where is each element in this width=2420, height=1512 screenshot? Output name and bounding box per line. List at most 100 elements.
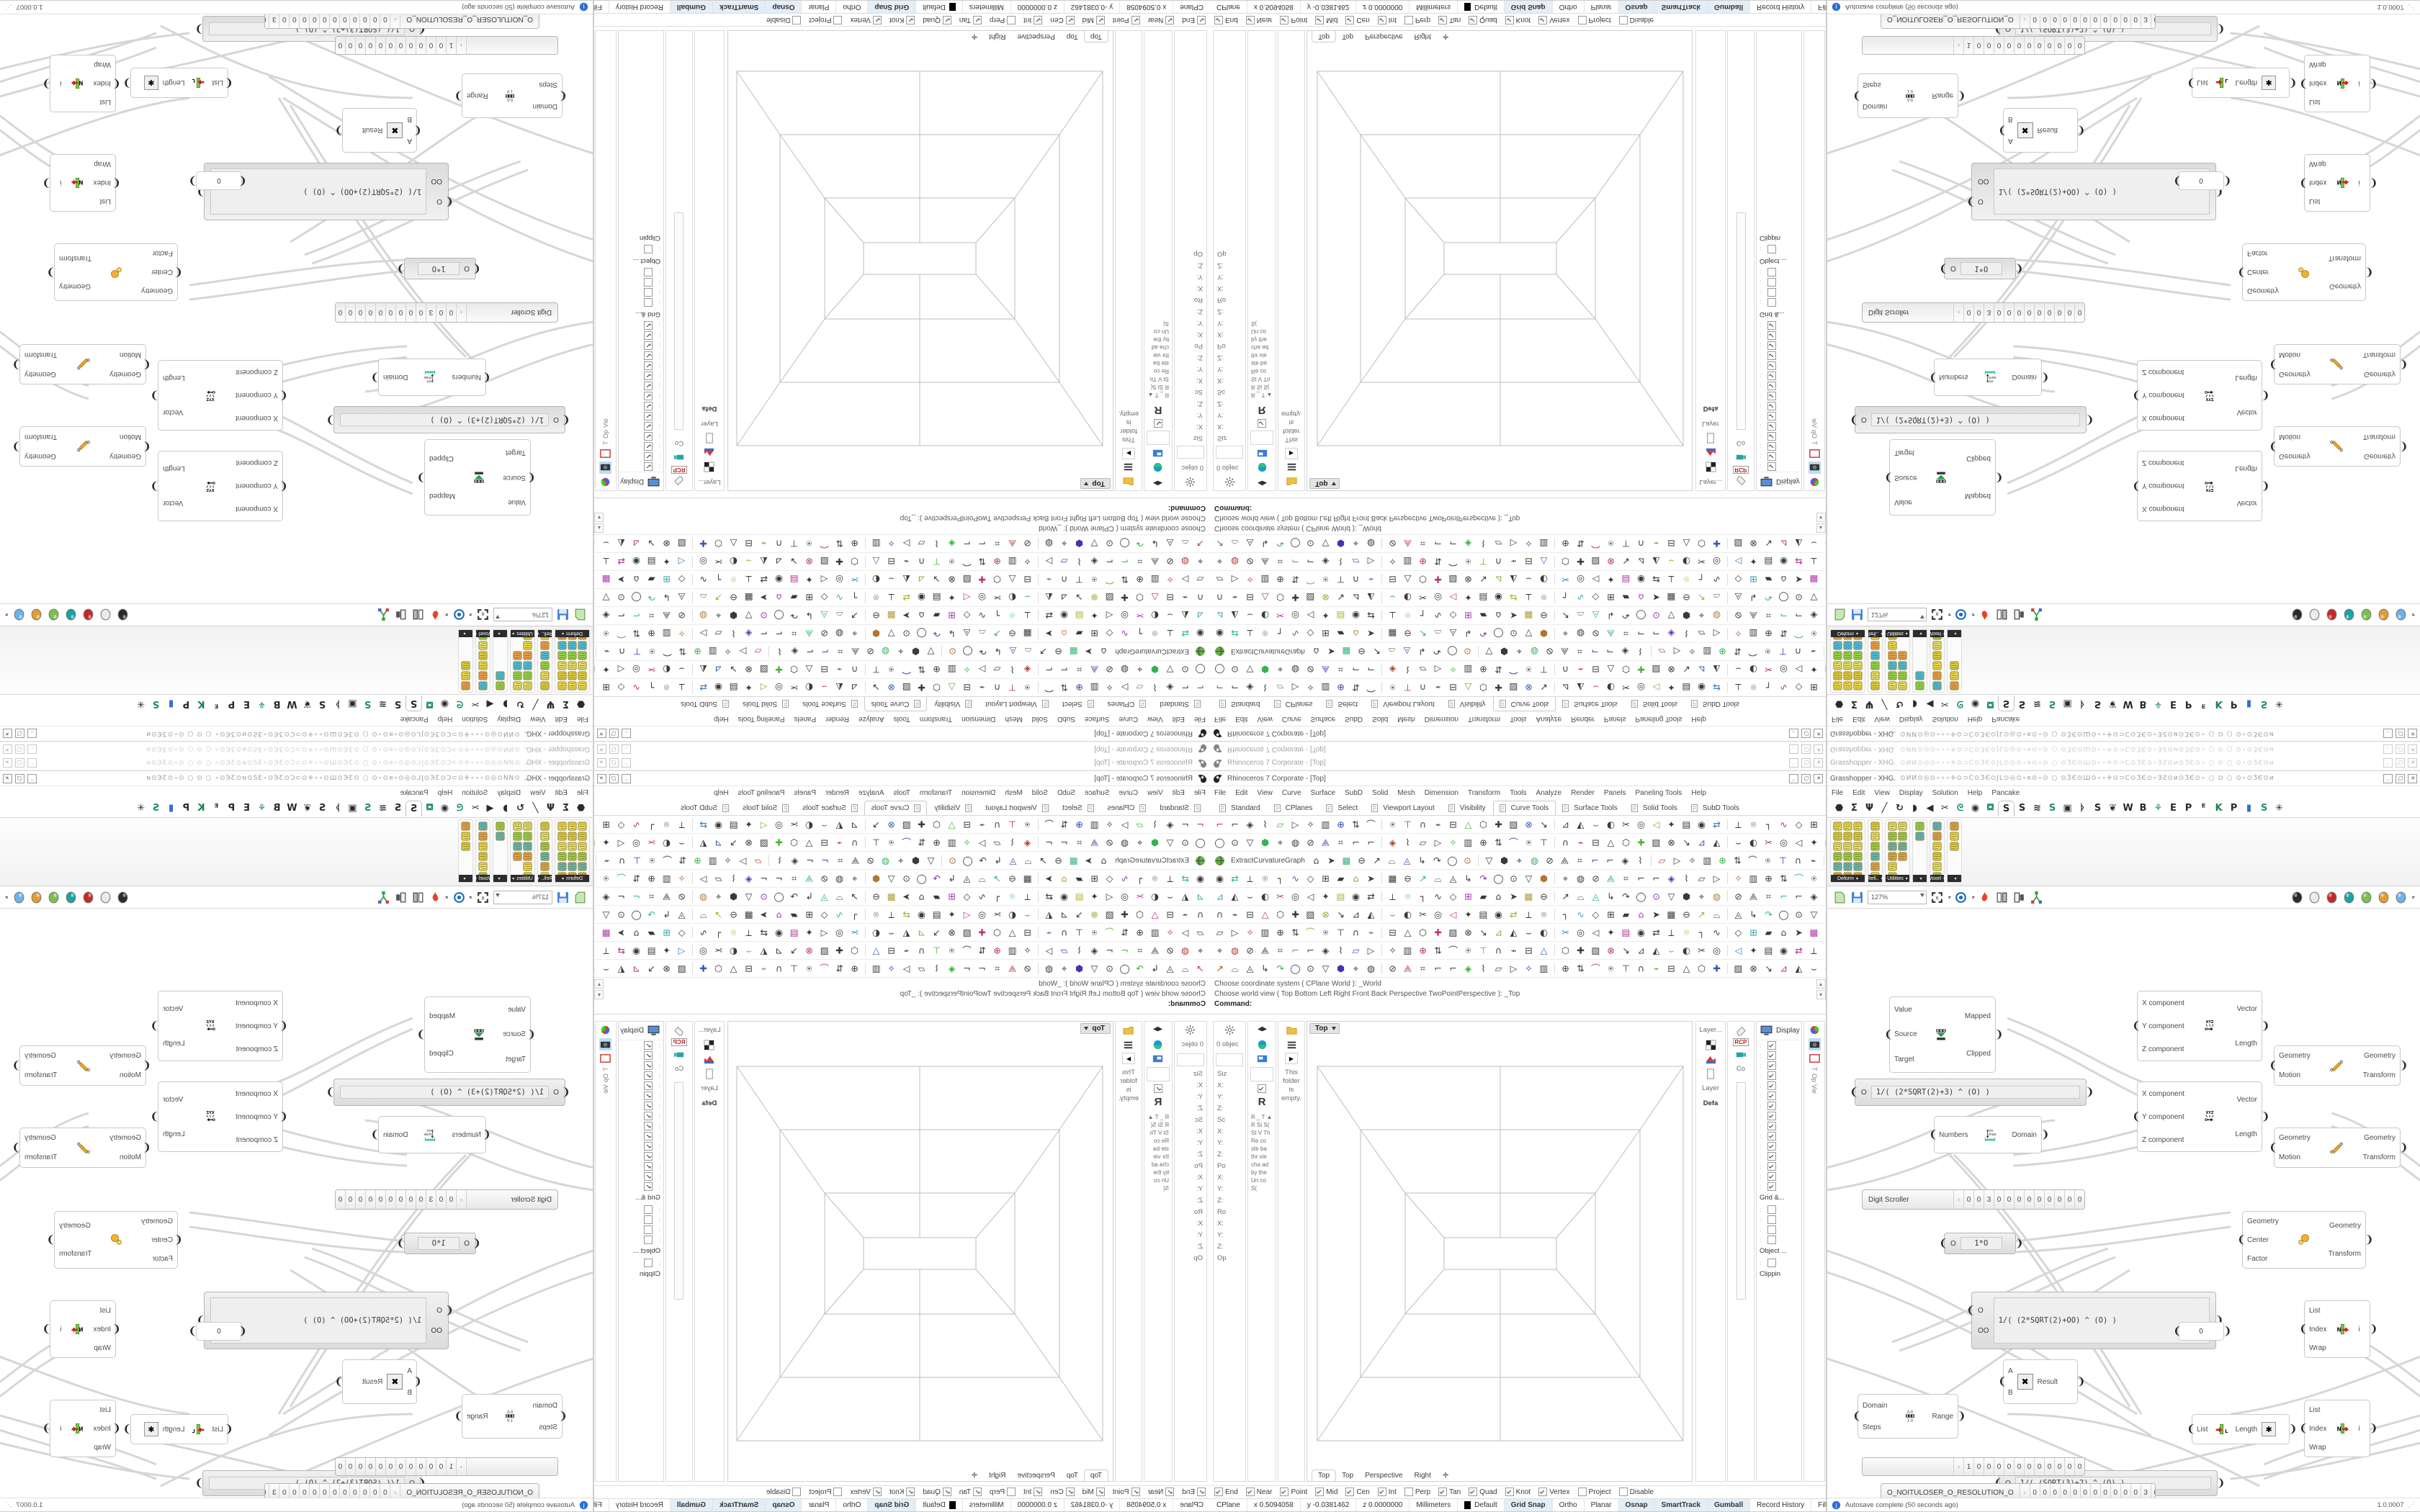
property-field-z[interactable]: Z: — [1217, 307, 1224, 315]
toolbar-icon[interactable]: ✚ — [1118, 908, 1131, 922]
toolbar-icon[interactable]: ✧ — [1103, 681, 1116, 695]
preview-icon[interactable] — [1954, 608, 1968, 622]
osnap-near[interactable]: Near — [1245, 1488, 1272, 1496]
scroller-digit-8[interactable]: 0 — [2099, 14, 2110, 28]
palette-group-label[interactable]: Deform ▾ — [555, 875, 589, 882]
camera-tool-icon[interactable] — [1735, 451, 1747, 464]
toolbar-icon[interactable]: ⊤ — [1334, 926, 1348, 940]
gh-node-vector-xyz-1[interactable]: X component Y component Z component XYZ … — [2132, 991, 2270, 1061]
gh-node-resolution-scroller[interactable]: O_NOITULOSER_O_RESOLUTION_O +0 0 0 0 0 0 0 0 0 0 0… — [1881, 14, 2156, 29]
move2-output-transform[interactable]: Transform — [24, 1153, 58, 1161]
gh-tab-25[interactable]: K — [2215, 803, 2223, 814]
toolbar-icon[interactable]: ⌐ — [772, 627, 786, 641]
gh-tab-11[interactable]: S — [405, 696, 422, 712]
osnap-mid[interactable]: Mid — [1083, 1488, 1105, 1496]
rhino-menu-item-subd[interactable]: SubD — [1057, 788, 1075, 797]
palette-component-icon[interactable] — [1915, 822, 1924, 831]
toolbar-icon[interactable]: ↘ — [1680, 836, 1693, 850]
palette-component-icon[interactable] — [523, 862, 532, 871]
toolbar-icon[interactable]: ↳ — [991, 645, 1005, 659]
toolbar-icon[interactable]: ▷ — [1710, 627, 1724, 641]
osnap-mid[interactable]: Mid — [1083, 16, 1105, 24]
chevron-down-icon[interactable]: ▾ — [1905, 876, 1908, 881]
toolbar-icon[interactable]: ✚ — [1431, 573, 1445, 587]
rhino-menu-item-file[interactable]: File — [1193, 788, 1206, 797]
rhino-tab-surface-tools[interactable]: Surface Tools — [795, 697, 864, 711]
gh-node-move-1[interactable]: Geometry Motion Geometry Transform ❨ ❩ — [12, 1045, 151, 1086]
toolbar-icon[interactable]: ✂ — [1762, 663, 1775, 677]
status-toggle-record-history[interactable]: Record History — [608, 1, 670, 13]
toolbar-icon[interactable]: ⍟ — [645, 645, 659, 659]
chevron-down-icon[interactable]: ▾ — [1855, 631, 1858, 636]
toolbar-icon[interactable]: ⊙ — [946, 854, 959, 868]
osnap-project[interactable]: Project — [809, 1488, 843, 1496]
gh-tab-28[interactable]: S — [152, 803, 160, 814]
toolbar-icon[interactable]: ◯ — [915, 872, 928, 886]
toolbar-icon[interactable]: ⌁ — [757, 962, 771, 976]
close-icon[interactable]: ✕ — [2408, 773, 2417, 783]
palette-component-icon[interactable] — [1833, 822, 1842, 831]
output-grip-icon[interactable]: ❩ — [46, 266, 55, 279]
output-grip-icon[interactable]: ❩ — [2076, 1374, 2086, 1388]
toolbar-icon[interactable]: ▧ — [1649, 663, 1663, 677]
toolbar-icon[interactable]: ▽ — [1522, 872, 1536, 886]
toolbar-icon[interactable]: ➤ — [1082, 854, 1095, 868]
toolbar-icon[interactable]: ➤ — [614, 573, 628, 587]
toolbar-icon[interactable]: ◬ — [1243, 962, 1257, 976]
profiler-icon[interactable] — [1995, 608, 2009, 622]
input-grip-icon[interactable]: ❨ — [472, 262, 481, 276]
toolbar-icon[interactable]: △ — [1680, 962, 1693, 976]
display-option-row[interactable]: : — [619, 371, 663, 381]
status-toggle-gumball[interactable]: Gumball — [669, 1499, 712, 1511]
input-grip-icon[interactable]: ❨ — [1850, 413, 1859, 427]
toolbar-icon[interactable]: ⌇ — [1822, 890, 1826, 904]
rhino-toolbar-row-2[interactable]: ◯⊙▽⬢⌖◍⊘⟁⌗⌐⌐◈⌇▱▷✧▥⊕⇅⌒⍟⊤∩⌁⊟△⬡✚▧⊗↘⊿◭⌣◐✂◎◁✦▤… — [594, 660, 1210, 678]
status-toggle-planar[interactable]: Planar — [801, 1, 836, 13]
toolbar-icon[interactable]: ⌁ — [1228, 591, 1242, 605]
palette-component-icon[interactable] — [1888, 671, 1897, 680]
resize-grip-icon[interactable]: ⋰ — [4, 3, 12, 12]
scroller-digit-6[interactable]: 0 — [2079, 1484, 2090, 1498]
toolbar-icon[interactable]: ⌗ — [1072, 836, 1086, 850]
camera-tool-icon[interactable] — [673, 1048, 686, 1061]
item1-input-wrap[interactable]: Wrap — [94, 160, 111, 168]
osnap-knot[interactable]: Knot — [1505, 1488, 1531, 1496]
palette-component-icon[interactable] — [578, 842, 587, 851]
scroller-digit-10[interactable]: 0 — [356, 303, 366, 322]
scroller-digit-7[interactable]: 0 — [320, 1484, 331, 1498]
status-toggle-planar[interactable]: Planar — [801, 1499, 836, 1511]
toolbar-icon[interactable]: ▦ — [1021, 872, 1034, 886]
toolbar-icon[interactable]: △ — [727, 537, 740, 551]
toolbar-icon[interactable]: ◯ — [1777, 591, 1791, 605]
scroller-digit-10[interactable]: 0 — [2054, 1458, 2064, 1475]
toolbar-icon[interactable]: △ — [1461, 818, 1475, 832]
toolbar-icon[interactable]: ◎ — [1574, 573, 1587, 587]
toolbar-icon[interactable]: ⟁ — [1088, 663, 1101, 677]
mult-input-a[interactable]: A — [2008, 137, 2013, 145]
option-checkbox[interactable] — [1258, 1084, 1266, 1093]
output-grip-icon[interactable]: ❩ — [42, 77, 51, 91]
scroller-digit-10[interactable]: 0 — [2120, 14, 2130, 28]
input-grip-icon[interactable]: ❨ — [174, 266, 183, 279]
toolbar-icon[interactable]: ▽ — [1088, 962, 1101, 976]
toolbar-icon[interactable]: ┐ — [1762, 681, 1775, 695]
toolbar-icon[interactable]: ⌣ — [817, 818, 831, 832]
property-field-x[interactable]: X: — [1217, 330, 1224, 338]
input-grip-icon[interactable]: ❨ — [1850, 1085, 1859, 1099]
toolbar-icon[interactable]: ✂ — [712, 555, 725, 569]
input-grip-icon[interactable]: ❨ — [526, 1027, 536, 1041]
input-grip-icon[interactable]: ❨ — [2299, 1322, 2308, 1336]
scroller-digit-13[interactable]: 0 — [2150, 1484, 2155, 1498]
toolbar-icon[interactable]: ⬡ — [930, 818, 944, 832]
resolution-scroller-digits[interactable]: +0000000000030 — [2019, 14, 2156, 28]
toolbar-icon[interactable]: ◇ — [817, 591, 831, 605]
toolbar-icon[interactable]: ⟁ — [1401, 537, 1415, 551]
palette-component-icon[interactable] — [1898, 832, 1907, 841]
gh-menu-item-display[interactable]: Display — [1899, 788, 1923, 797]
scroller-digit-8[interactable]: 0 — [2099, 1484, 2110, 1498]
gh-tab-3[interactable]: ╱ — [1881, 803, 1888, 814]
vec2-input-x[interactable]: X component — [2142, 1089, 2184, 1098]
option-checkbox-row[interactable] — [1255, 1084, 1269, 1094]
gh-menu-item-solution[interactable]: Solution — [462, 715, 488, 724]
item2-input-index[interactable]: Index — [2309, 1424, 2327, 1433]
